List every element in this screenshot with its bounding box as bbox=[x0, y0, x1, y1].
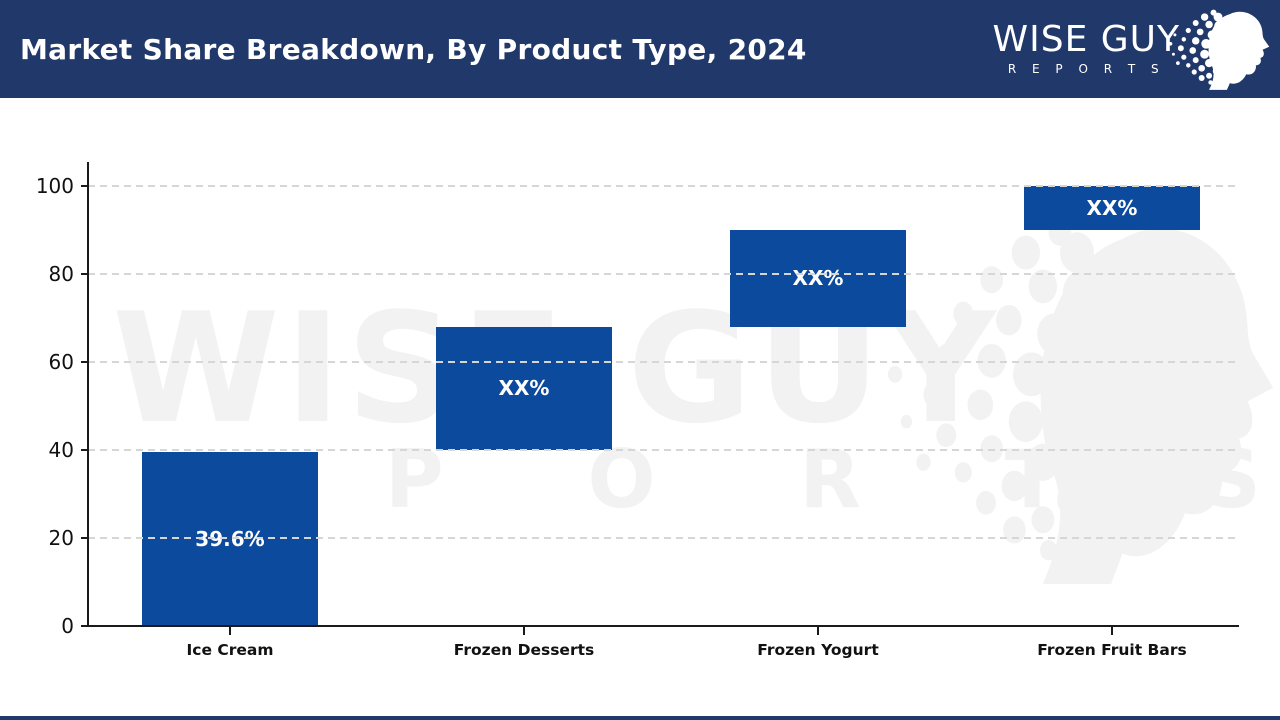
x-category-label-frozen-fruit-bars: Frozen Fruit Bars bbox=[1037, 641, 1187, 659]
y-tick-60 bbox=[81, 361, 88, 363]
watermark-head-icon bbox=[887, 218, 1274, 584]
brand-logo-reports: R E P O R T S bbox=[1007, 62, 1165, 76]
y-tick-0 bbox=[81, 625, 88, 627]
gridline-100 bbox=[88, 185, 1237, 187]
x-axis-line bbox=[87, 625, 1239, 627]
x-category-label-ice-cream: Ice Cream bbox=[186, 641, 274, 659]
gridline-60 bbox=[88, 361, 1237, 363]
y-tick-20 bbox=[81, 537, 88, 539]
x-tick-frozen-yogurt bbox=[817, 627, 819, 635]
bar-frozen-fruit-bars: XX% bbox=[1024, 186, 1200, 230]
y-axis-line bbox=[87, 162, 89, 627]
x-tick-ice-cream bbox=[229, 627, 231, 635]
bar-frozen-yogurt: XX% bbox=[730, 230, 906, 327]
y-tick-40 bbox=[81, 449, 88, 451]
header-bar: Market Share Breakdown, By Product Type,… bbox=[0, 0, 1280, 98]
brand-logo: WISE GUY R E P O R T S bbox=[993, 7, 1271, 91]
brand-logo-wiseguy: WISE GUY bbox=[992, 19, 1180, 60]
gridline-40 bbox=[88, 449, 1237, 451]
gridline-80 bbox=[88, 273, 1237, 275]
y-tick-label-20: 20 bbox=[48, 526, 74, 550]
chart-title: Market Share Breakdown, By Product Type,… bbox=[20, 32, 807, 66]
y-tick-100 bbox=[81, 185, 88, 187]
bar-value-label-frozen-desserts: XX% bbox=[498, 376, 550, 401]
y-tick-label-0: 0 bbox=[61, 614, 74, 638]
brand-logo-text: WISE GUY R E P O R T S bbox=[992, 19, 1181, 77]
bar-value-label-frozen-fruit-bars: XX% bbox=[1086, 196, 1138, 220]
bar-value-label-frozen-yogurt: XX% bbox=[792, 266, 844, 291]
x-category-label-frozen-yogurt: Frozen Yogurt bbox=[757, 641, 879, 659]
y-tick-label-100: 100 bbox=[35, 174, 74, 198]
gridline-20 bbox=[88, 537, 1237, 539]
x-tick-frozen-desserts bbox=[523, 627, 525, 635]
y-tick-label-40: 40 bbox=[48, 438, 74, 462]
brand-head-icon bbox=[1168, 9, 1270, 90]
footer-strip bbox=[0, 716, 1280, 720]
bar-frozen-desserts: XX% bbox=[436, 326, 612, 450]
y-tick-label-60: 60 bbox=[48, 350, 74, 374]
x-category-label-frozen-desserts: Frozen Desserts bbox=[453, 641, 595, 659]
y-tick-80 bbox=[81, 273, 88, 275]
x-tick-frozen-fruit-bars bbox=[1111, 627, 1113, 635]
y-tick-label-80: 80 bbox=[48, 262, 74, 286]
